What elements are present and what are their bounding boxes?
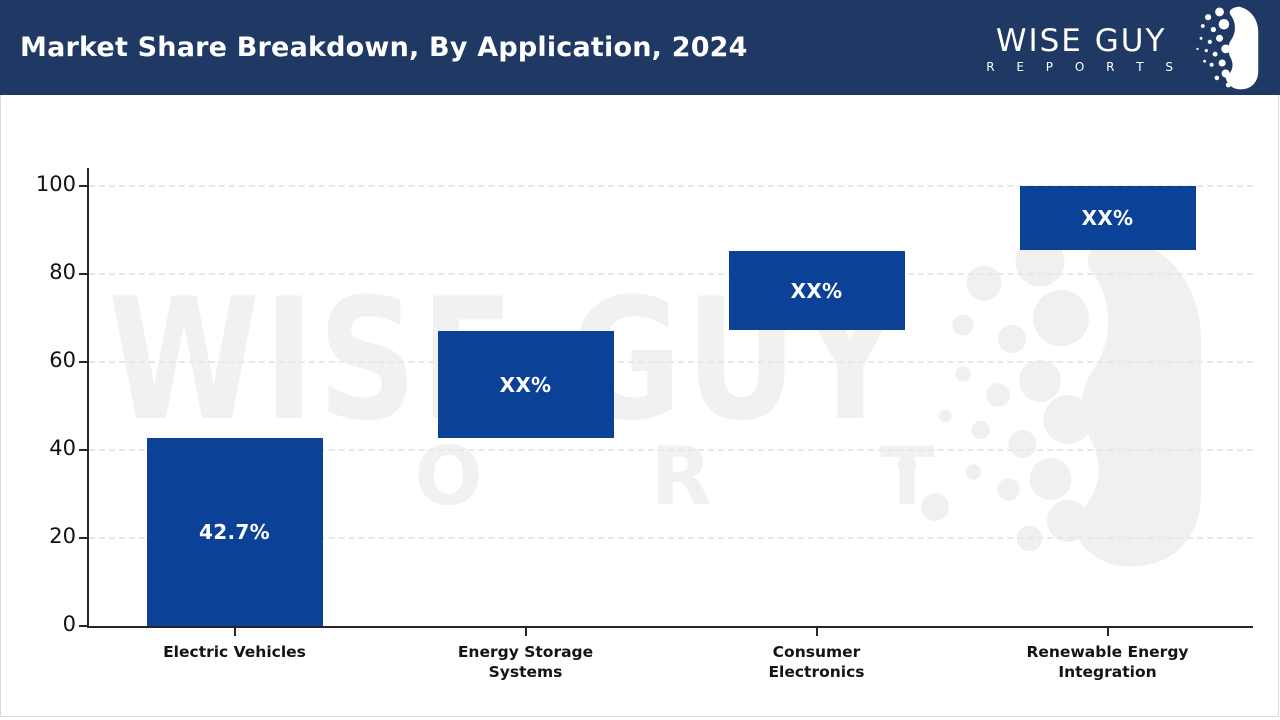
gridline [89, 537, 1253, 539]
x-tick-mark [1106, 628, 1109, 636]
x-tick-mark [524, 628, 527, 636]
y-tick-mark [79, 625, 87, 627]
bar-segment: XX% [1019, 186, 1196, 250]
bar-segment: 42.7% [146, 438, 323, 626]
gridline [89, 185, 1253, 187]
y-tick-label: 0 [62, 612, 76, 636]
y-tick-mark [79, 273, 87, 275]
category-label-line: Systems [488, 663, 563, 682]
chart-title: Market Share Breakdown, By Application, … [20, 32, 748, 63]
logo-text: WISE GUY R E P O R T S [980, 22, 1182, 74]
y-tick-label: 60 [49, 348, 76, 372]
x-axis-category-label: Consumer Electronics [677, 642, 957, 683]
bar-value-label: XX% [1081, 205, 1134, 230]
category-label-line: Electric Vehicles [163, 643, 306, 661]
x-axis-category-label: Energy Storage Systems [386, 642, 666, 683]
x-axis-category-label: Electric Vehicles [95, 642, 375, 662]
y-tick-mark [79, 185, 87, 187]
bar-value-label: XX% [499, 372, 552, 397]
header-band: Market Share Breakdown, By Application, … [0, 0, 1280, 95]
wise-guy-reports-logo: WISE GUY R E P O R T S [980, 4, 1262, 92]
x-tick-mark [233, 628, 236, 636]
y-tick-mark [79, 449, 87, 451]
gridline [89, 449, 1253, 451]
category-label-line: Renewable Energy [1026, 643, 1189, 661]
gridline [89, 273, 1253, 275]
x-axis-category-label: Renewable Energy Integration [968, 642, 1248, 683]
x-tick-mark [815, 628, 818, 636]
y-axis-line [87, 168, 89, 628]
dotted-face-profile-icon [1196, 6, 1259, 89]
y-tick-label: 80 [49, 260, 76, 284]
category-label-line: Integration [1058, 663, 1157, 682]
bar-value-label: 42.7% [199, 520, 270, 545]
y-tick-mark [79, 361, 87, 363]
category-label-line: Energy Storage [457, 643, 594, 661]
bar-segment: XX% [437, 331, 614, 439]
category-label-line: Consumer [772, 643, 861, 661]
y-tick-label: 20 [49, 524, 76, 548]
watermark-subtitle: P O R T S [188, 430, 1230, 523]
bar-segment: XX% [728, 251, 905, 331]
gridline [89, 361, 1253, 363]
y-tick-mark [79, 537, 87, 539]
logo-wordmark: WISE GUY [995, 22, 1167, 59]
category-label-line: Electronics [768, 663, 865, 682]
logo-subtitle: R E P O R T S [986, 59, 1182, 74]
bar-value-label: XX% [790, 278, 843, 303]
y-tick-label: 100 [35, 172, 76, 196]
y-tick-label: 40 [49, 436, 76, 460]
x-axis-line [87, 626, 1253, 628]
